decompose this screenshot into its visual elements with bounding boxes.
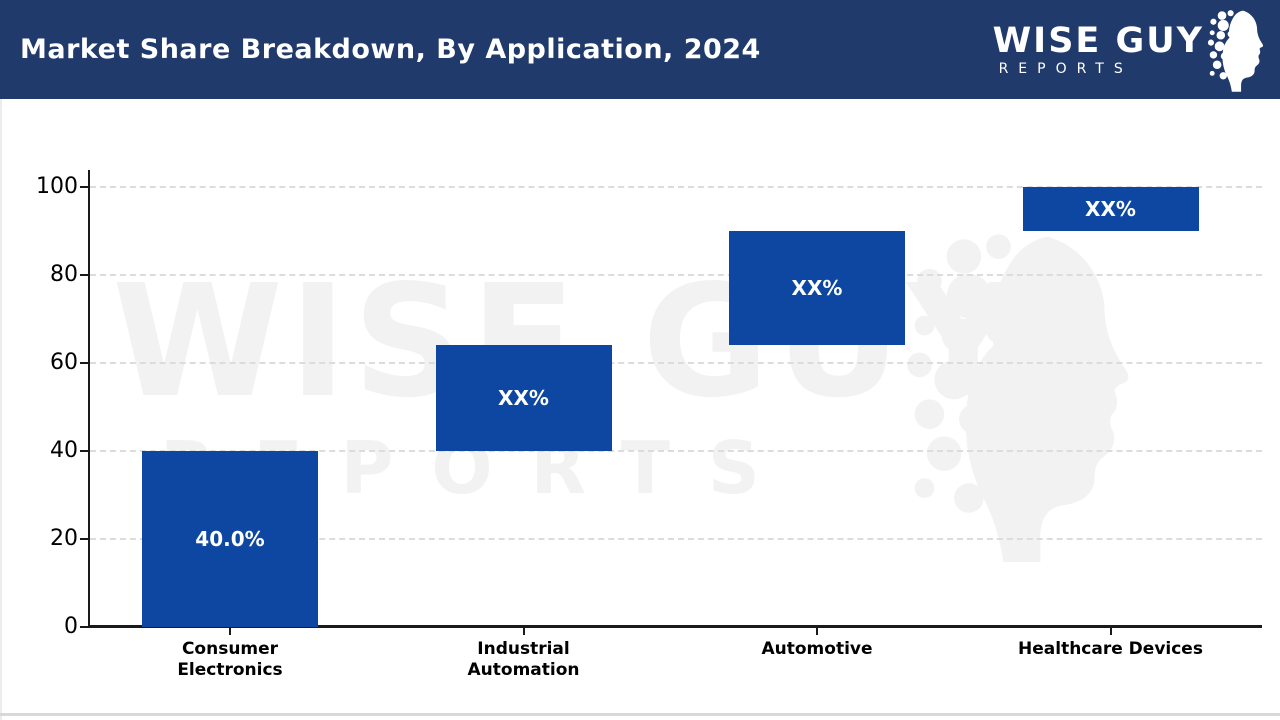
brand-name: WISE GUY [992,21,1204,61]
bar-value-label: 40.0% [195,527,265,551]
y-tick-label: 0 [64,614,78,639]
gridline-40 [90,450,1262,452]
wiseguy-face-icon [1207,10,1264,92]
x-category-label: Industrial Automation [404,639,644,681]
y-tick-mark [80,362,88,364]
gridline-80 [90,274,1262,276]
bar-4: XX% [1022,187,1199,231]
y-tick-label: 60 [50,350,78,375]
x-category-label-line: Consumer [181,639,279,659]
brand-logo-text: WISE GUY REPORTS [993,23,1204,77]
x-category-label-line: Electronics [177,660,283,680]
bar-value-label: XX% [498,386,549,411]
header-bar: Market Share Breakdown, By Application, … [0,0,1280,99]
x-tick-mark [229,628,231,635]
y-tick-mark [80,274,88,276]
y-tick-mark [80,538,88,540]
x-category-label: Healthcare Devices [991,639,1231,660]
y-tick-label: 20 [50,526,78,551]
x-category-label-line: Healthcare Devices [1018,639,1203,659]
x-tick-mark [1109,628,1112,635]
y-tick-mark [80,186,88,188]
watermark-face-icon [907,234,1129,563]
x-category-label-line: Automotive [761,639,873,659]
brand-logo: WISE GUY REPORTS [993,4,1270,96]
gridline-100 [90,186,1262,188]
bar-2: XX% [435,345,612,451]
gridline-20 [90,538,1262,540]
x-category-label-line: Industrial [477,639,570,659]
y-tick-label: 40 [50,438,78,463]
y-axis-line [88,170,90,628]
bar-value-label: XX% [1085,197,1136,221]
x-category-label-line: Automation [467,660,580,680]
bar-value-label: XX% [791,276,843,301]
x-category-label: Automotive [697,639,937,660]
x-category-label: Consumer Electronics [110,639,350,681]
x-axis-line [88,625,1262,628]
y-tick-label: 100 [36,174,78,199]
gridline-60 [90,362,1262,364]
x-tick-mark [816,628,818,635]
y-tick-label: 80 [50,262,78,287]
x-tick-mark [522,628,525,635]
page-title: Market Share Breakdown, By Application, … [20,34,761,65]
y-tick-mark [80,450,88,452]
footer-divider [0,713,1280,716]
y-tick-mark [80,626,88,628]
bar-1: 40.0% [142,451,318,627]
brand-subtitle: REPORTS [998,61,1133,77]
bar-3: XX% [729,231,905,346]
